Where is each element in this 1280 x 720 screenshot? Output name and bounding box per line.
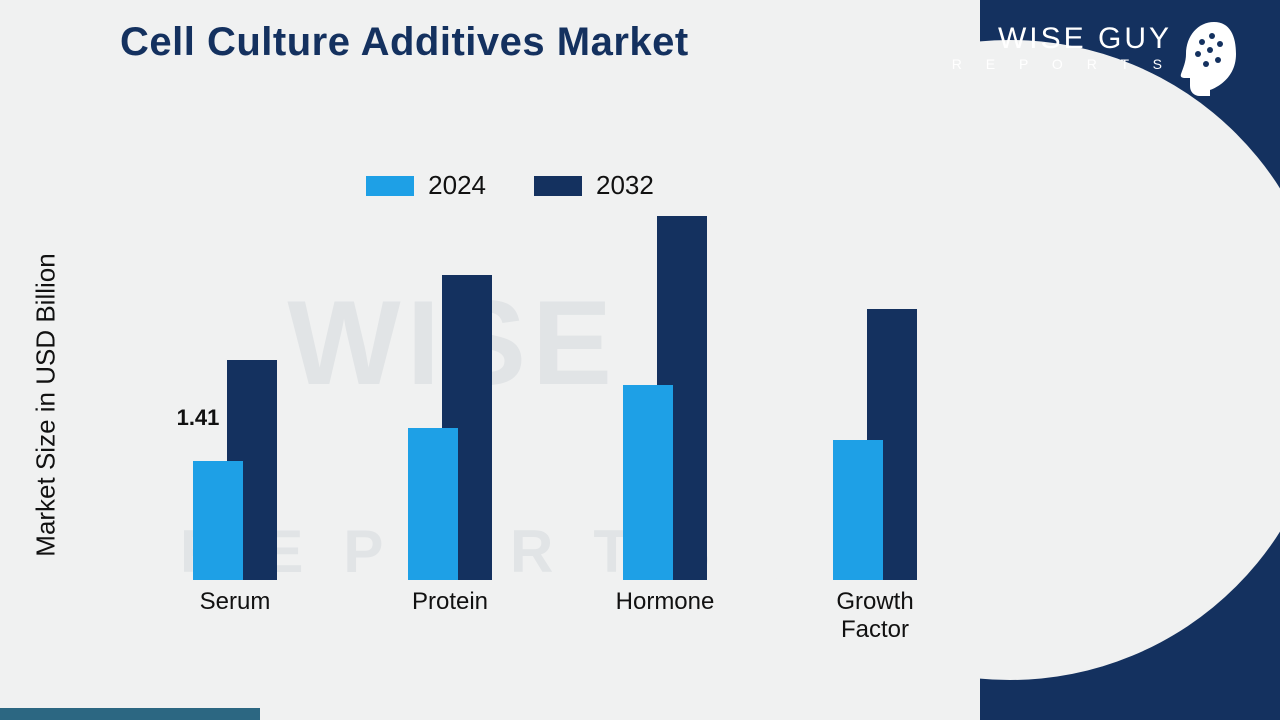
- category-label: Hormone: [585, 588, 745, 616]
- brand-line1: WISE GUY: [948, 22, 1172, 56]
- plot-area: SerumProteinHormoneGrowthFactor1.41: [140, 216, 920, 580]
- chart-title: Cell Culture Additives Market: [120, 20, 689, 65]
- bar: [833, 440, 883, 580]
- bar: [193, 461, 243, 580]
- legend-swatch: [534, 176, 582, 196]
- legend-item: 2032: [534, 170, 654, 201]
- legend-swatch: [366, 176, 414, 196]
- legend-label: 2024: [428, 170, 486, 201]
- category-label: Serum: [155, 588, 315, 616]
- bar-group: Protein: [390, 216, 510, 580]
- bar: [408, 428, 458, 580]
- bar-group: Hormone: [605, 216, 725, 580]
- head-icon: [1178, 20, 1250, 100]
- category-label: Protein: [370, 588, 530, 616]
- bottom-accent-bar: [0, 708, 260, 720]
- category-label: GrowthFactor: [795, 588, 955, 643]
- report-slide: Cell Culture Additives Market WISE GUY R…: [0, 0, 1280, 720]
- bar-group: Serum: [175, 216, 295, 580]
- bar: [623, 385, 673, 580]
- brand-line2: R E P O R T S: [952, 56, 1172, 72]
- value-label: 1.41: [177, 405, 220, 431]
- legend-label: 2032: [596, 170, 654, 201]
- legend-item: 2024: [366, 170, 486, 201]
- brand-logo: WISE GUY R E P O R T S: [948, 22, 1250, 72]
- y-axis-label: Market Size in USD Billion: [31, 253, 62, 556]
- legend: 2024 2032: [100, 170, 920, 203]
- bar-group: GrowthFactor: [815, 216, 935, 580]
- bar-chart: 20242032 Market Size in USD Billion Seru…: [100, 170, 920, 640]
